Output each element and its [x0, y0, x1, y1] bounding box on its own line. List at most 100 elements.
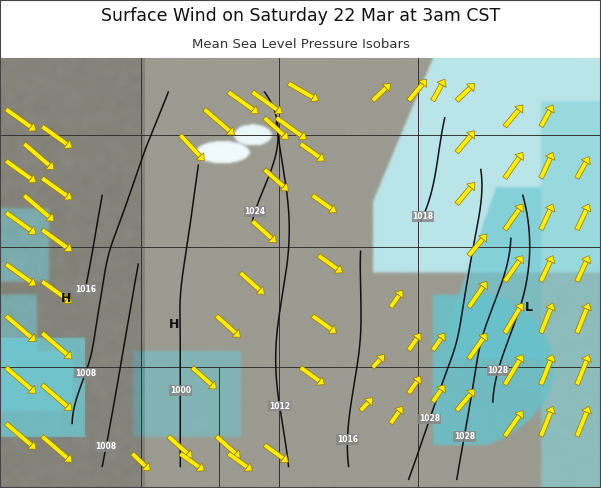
- Polygon shape: [280, 454, 288, 463]
- Polygon shape: [455, 392, 472, 412]
- Polygon shape: [407, 337, 419, 351]
- Polygon shape: [232, 450, 240, 458]
- Polygon shape: [538, 308, 553, 334]
- Polygon shape: [467, 183, 475, 191]
- Polygon shape: [215, 435, 237, 455]
- Polygon shape: [40, 435, 69, 460]
- Polygon shape: [256, 286, 264, 294]
- Text: 1012: 1012: [269, 402, 290, 411]
- Polygon shape: [538, 360, 553, 386]
- Polygon shape: [389, 294, 401, 308]
- Polygon shape: [280, 131, 288, 140]
- Polygon shape: [28, 278, 36, 286]
- Polygon shape: [413, 333, 421, 341]
- Polygon shape: [455, 86, 472, 102]
- Text: Mean Sea Level Pressure Isobars: Mean Sea Level Pressure Isobars: [192, 39, 409, 51]
- Text: 1028: 1028: [454, 432, 475, 441]
- Polygon shape: [546, 303, 555, 311]
- Polygon shape: [334, 265, 343, 273]
- Polygon shape: [227, 452, 249, 469]
- Polygon shape: [546, 355, 555, 363]
- Polygon shape: [371, 86, 388, 102]
- Polygon shape: [251, 90, 279, 112]
- Polygon shape: [64, 454, 72, 462]
- Polygon shape: [28, 333, 36, 342]
- Polygon shape: [479, 282, 487, 290]
- Polygon shape: [275, 116, 303, 138]
- Text: 1028: 1028: [487, 366, 508, 375]
- Polygon shape: [5, 211, 32, 232]
- Polygon shape: [479, 333, 487, 341]
- Polygon shape: [280, 183, 288, 191]
- Polygon shape: [28, 174, 36, 183]
- Text: 1000: 1000: [170, 386, 191, 395]
- Text: 1008: 1008: [75, 369, 96, 378]
- Polygon shape: [466, 83, 475, 92]
- Polygon shape: [328, 325, 337, 333]
- Polygon shape: [581, 157, 590, 165]
- Polygon shape: [64, 295, 72, 304]
- Polygon shape: [413, 376, 421, 385]
- Polygon shape: [46, 162, 54, 169]
- Polygon shape: [467, 285, 485, 308]
- Polygon shape: [539, 109, 552, 127]
- Polygon shape: [41, 228, 69, 249]
- Polygon shape: [515, 152, 523, 161]
- Text: 1008: 1008: [96, 442, 117, 451]
- Polygon shape: [166, 435, 189, 455]
- Text: 1028: 1028: [419, 414, 441, 423]
- Polygon shape: [274, 105, 282, 114]
- Polygon shape: [196, 153, 204, 161]
- Polygon shape: [467, 131, 475, 139]
- Polygon shape: [40, 331, 69, 356]
- Polygon shape: [575, 308, 589, 334]
- Polygon shape: [515, 105, 523, 113]
- Text: 1016: 1016: [337, 435, 358, 444]
- Polygon shape: [546, 256, 555, 264]
- Polygon shape: [316, 377, 325, 385]
- Polygon shape: [40, 383, 69, 408]
- Polygon shape: [376, 355, 385, 363]
- Polygon shape: [538, 157, 552, 179]
- Polygon shape: [575, 411, 589, 437]
- Polygon shape: [130, 452, 147, 468]
- Polygon shape: [545, 105, 554, 113]
- Polygon shape: [227, 90, 255, 112]
- Polygon shape: [142, 463, 150, 471]
- Polygon shape: [196, 463, 204, 471]
- Polygon shape: [575, 161, 588, 179]
- Text: 1016: 1016: [75, 285, 96, 294]
- Polygon shape: [244, 463, 252, 471]
- Polygon shape: [316, 153, 325, 162]
- Polygon shape: [203, 107, 231, 133]
- Polygon shape: [538, 261, 552, 283]
- Polygon shape: [389, 410, 401, 425]
- Polygon shape: [503, 156, 521, 180]
- Polygon shape: [4, 314, 32, 339]
- Polygon shape: [546, 204, 555, 212]
- Polygon shape: [407, 380, 419, 395]
- Polygon shape: [538, 411, 553, 437]
- Polygon shape: [515, 355, 524, 363]
- Polygon shape: [515, 303, 524, 311]
- Polygon shape: [41, 124, 69, 146]
- Polygon shape: [371, 358, 382, 369]
- Polygon shape: [178, 134, 202, 158]
- Text: 1018: 1018: [412, 212, 433, 221]
- Polygon shape: [467, 238, 484, 257]
- Polygon shape: [311, 193, 333, 211]
- Polygon shape: [515, 204, 523, 212]
- Polygon shape: [503, 208, 521, 231]
- Polygon shape: [582, 256, 591, 264]
- Polygon shape: [395, 290, 403, 298]
- Polygon shape: [582, 303, 591, 311]
- Polygon shape: [328, 204, 337, 213]
- Polygon shape: [431, 337, 443, 351]
- Polygon shape: [22, 142, 50, 167]
- Text: H: H: [169, 318, 180, 331]
- Polygon shape: [515, 410, 523, 419]
- Polygon shape: [503, 260, 521, 283]
- Polygon shape: [382, 83, 391, 92]
- Polygon shape: [28, 385, 36, 393]
- Polygon shape: [239, 271, 261, 292]
